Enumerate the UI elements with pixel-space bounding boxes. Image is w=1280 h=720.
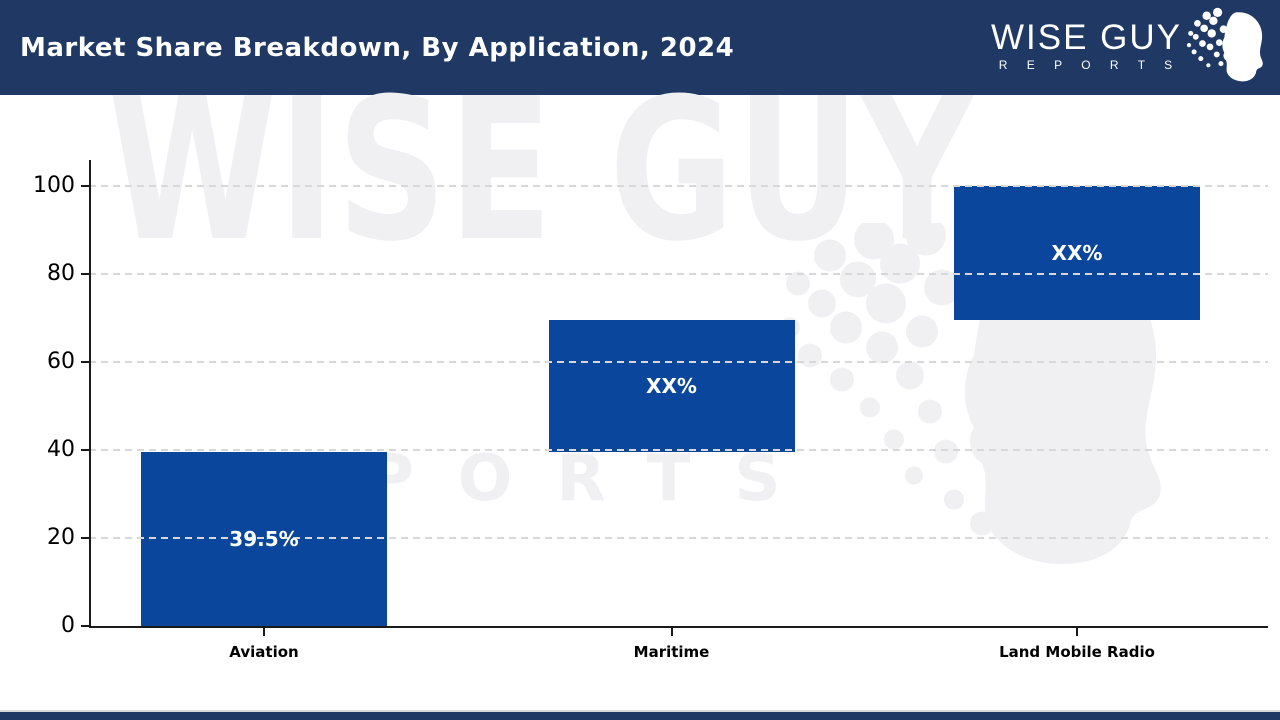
y-tickmark-40 <box>81 449 89 451</box>
x-tick-label-maritime: Maritime <box>633 643 710 661</box>
x-tick-label-land-mobile-radio: Land Mobile Radio <box>999 643 1155 661</box>
y-tick-label-0: 0 <box>61 613 75 638</box>
gridline-100 <box>89 185 1268 187</box>
watermark-wordmark: WISE GUY <box>108 57 975 285</box>
y-tickmark-100 <box>81 185 89 187</box>
x-tickmark-land-mobile-radio <box>1076 628 1078 636</box>
y-tick-label-20: 20 <box>47 525 75 550</box>
x-tickmark-maritime <box>670 628 673 636</box>
y-tick-label-40: 40 <box>47 437 75 462</box>
y-tickmark-80 <box>81 273 89 275</box>
y-tickmark-0 <box>81 625 89 627</box>
x-tickmark-aviation <box>263 628 265 636</box>
logo-wordmark: WISE GUY <box>990 18 1182 58</box>
footer-accent-bar <box>0 712 1280 720</box>
bar-maritime <box>548 320 795 453</box>
gridline-40 <box>89 449 1268 451</box>
y-tickmark-60 <box>81 361 89 363</box>
logo-reports-text: R E P O R T S <box>998 57 1181 72</box>
logo-head-dots-icon <box>1186 7 1263 82</box>
gridline-60 <box>89 361 1268 363</box>
x-axis-spine <box>89 626 1268 628</box>
y-tickmark-20 <box>81 537 89 539</box>
watermark-head-dots-icon <box>780 223 1161 565</box>
y-tick-label-80: 80 <box>47 261 75 286</box>
plot-area: WISE GUY REPORTS 39.5% XX% XX% 0 20 40 60 80 100… <box>0 73 1280 712</box>
bar-label-land-mobile-radio: XX% <box>1051 241 1103 266</box>
y-axis-spine <box>89 160 91 628</box>
y-tick-label-100: 100 <box>33 173 75 198</box>
gridline-20 <box>89 537 1268 539</box>
header: Market Share Breakdown, By Application, … <box>0 0 1280 95</box>
bar-label-aviation: 39.5% <box>229 527 299 552</box>
page-title: Market Share Breakdown, By Application, … <box>20 32 735 63</box>
bar-land-mobile-radio <box>954 186 1200 321</box>
logo-wordmark-block: WISE GUY R E P O R T S <box>990 18 1182 72</box>
bottom-hairline <box>0 710 1280 712</box>
bar-label-maritime: XX% <box>646 374 697 399</box>
gridline-80 <box>89 273 1268 275</box>
wiseguy-logo: WISE GUY R E P O R T S <box>991 4 1268 88</box>
y-tick-label-60: 60 <box>47 349 75 374</box>
x-tick-label-aviation: Aviation <box>229 643 299 661</box>
bar-aviation <box>141 452 387 626</box>
